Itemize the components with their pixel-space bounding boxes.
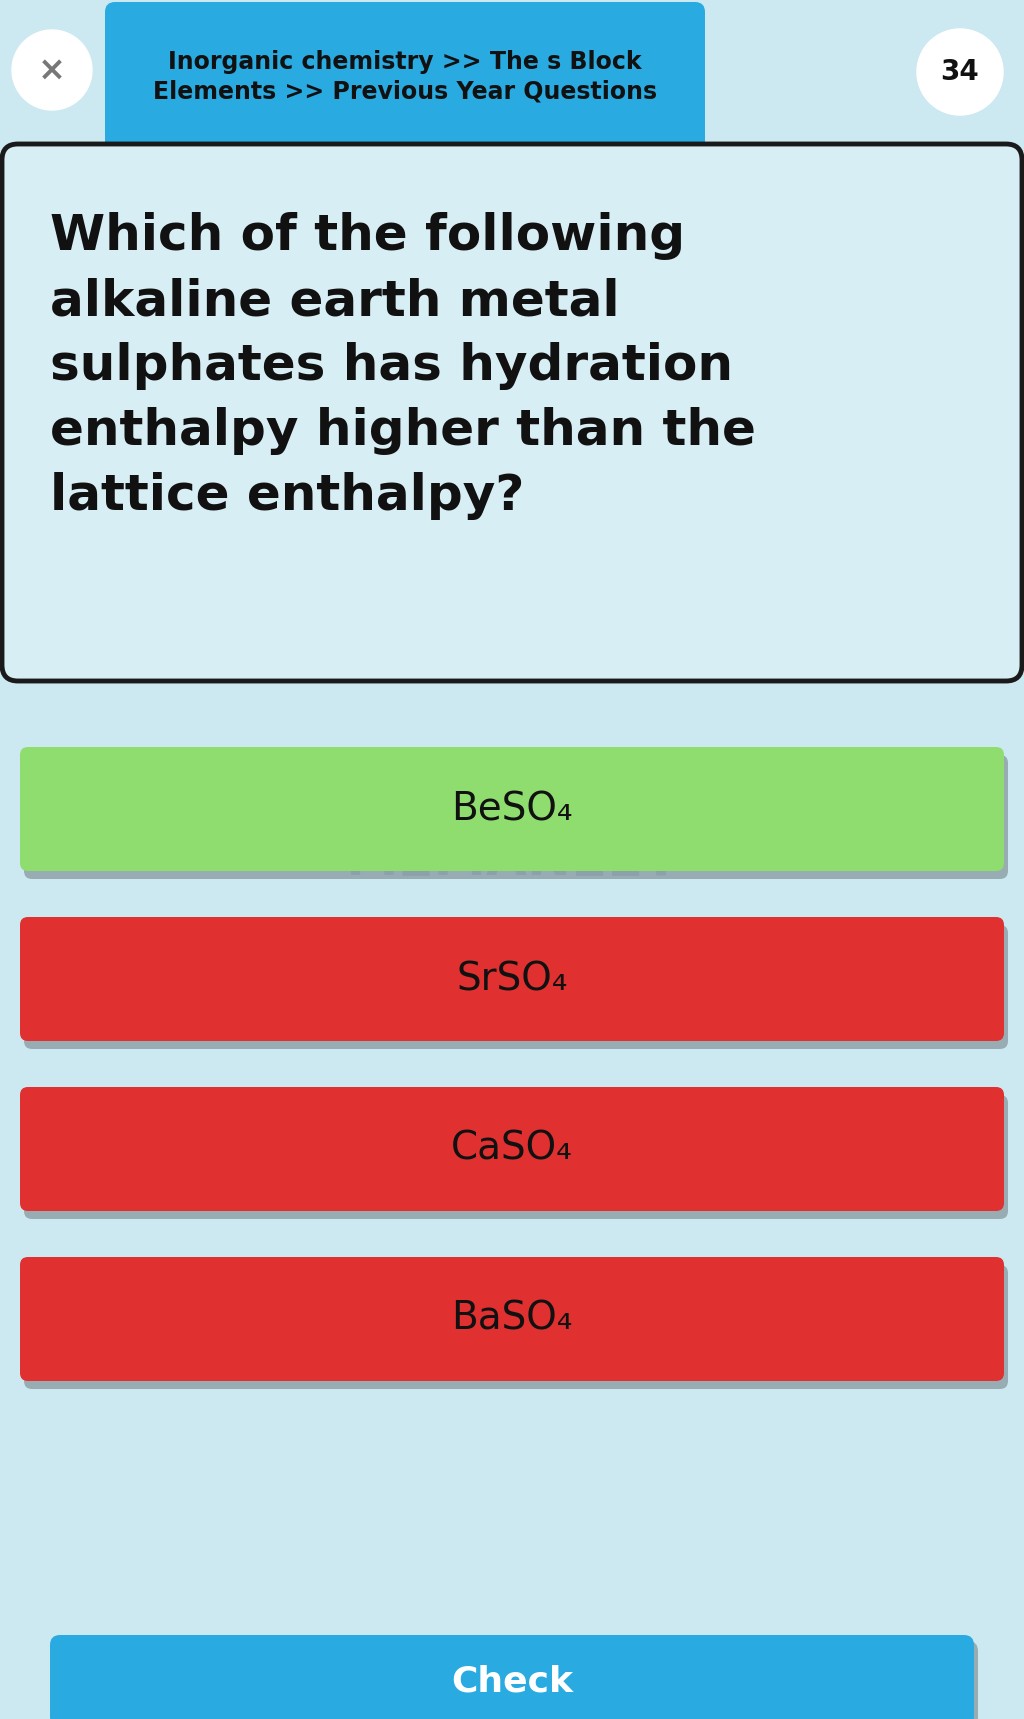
Text: MEMANEET: MEMANEET: [345, 834, 679, 885]
Text: Check: Check: [451, 1664, 573, 1698]
Circle shape: [918, 29, 1002, 113]
Text: ×: ×: [38, 53, 66, 86]
FancyBboxPatch shape: [20, 1257, 1004, 1380]
Text: BeSO₄: BeSO₄: [452, 791, 572, 829]
Text: Inorganic chemistry >> The s Block
Elements >> Previous Year Questions: Inorganic chemistry >> The s Block Eleme…: [153, 50, 657, 103]
Text: 34: 34: [941, 58, 979, 86]
FancyBboxPatch shape: [20, 1086, 1004, 1210]
Text: CaSO₄: CaSO₄: [452, 1129, 572, 1167]
Text: SrSO₄: SrSO₄: [457, 959, 567, 999]
FancyBboxPatch shape: [24, 925, 1008, 1049]
Circle shape: [12, 29, 92, 110]
Text: Line by Line NCERT: Line by Line NCERT: [316, 973, 708, 1007]
FancyBboxPatch shape: [24, 1265, 1008, 1389]
FancyBboxPatch shape: [24, 755, 1008, 878]
FancyBboxPatch shape: [2, 144, 1022, 681]
FancyBboxPatch shape: [105, 2, 705, 151]
FancyBboxPatch shape: [50, 1635, 974, 1719]
Text: Which of the following
alkaline earth metal
sulphates has hydration
enthalpy hig: Which of the following alkaline earth me…: [50, 211, 756, 521]
FancyBboxPatch shape: [20, 916, 1004, 1042]
FancyBboxPatch shape: [54, 1642, 978, 1719]
FancyBboxPatch shape: [20, 748, 1004, 872]
Text: BaSO₄: BaSO₄: [452, 1300, 572, 1337]
FancyBboxPatch shape: [24, 1095, 1008, 1219]
